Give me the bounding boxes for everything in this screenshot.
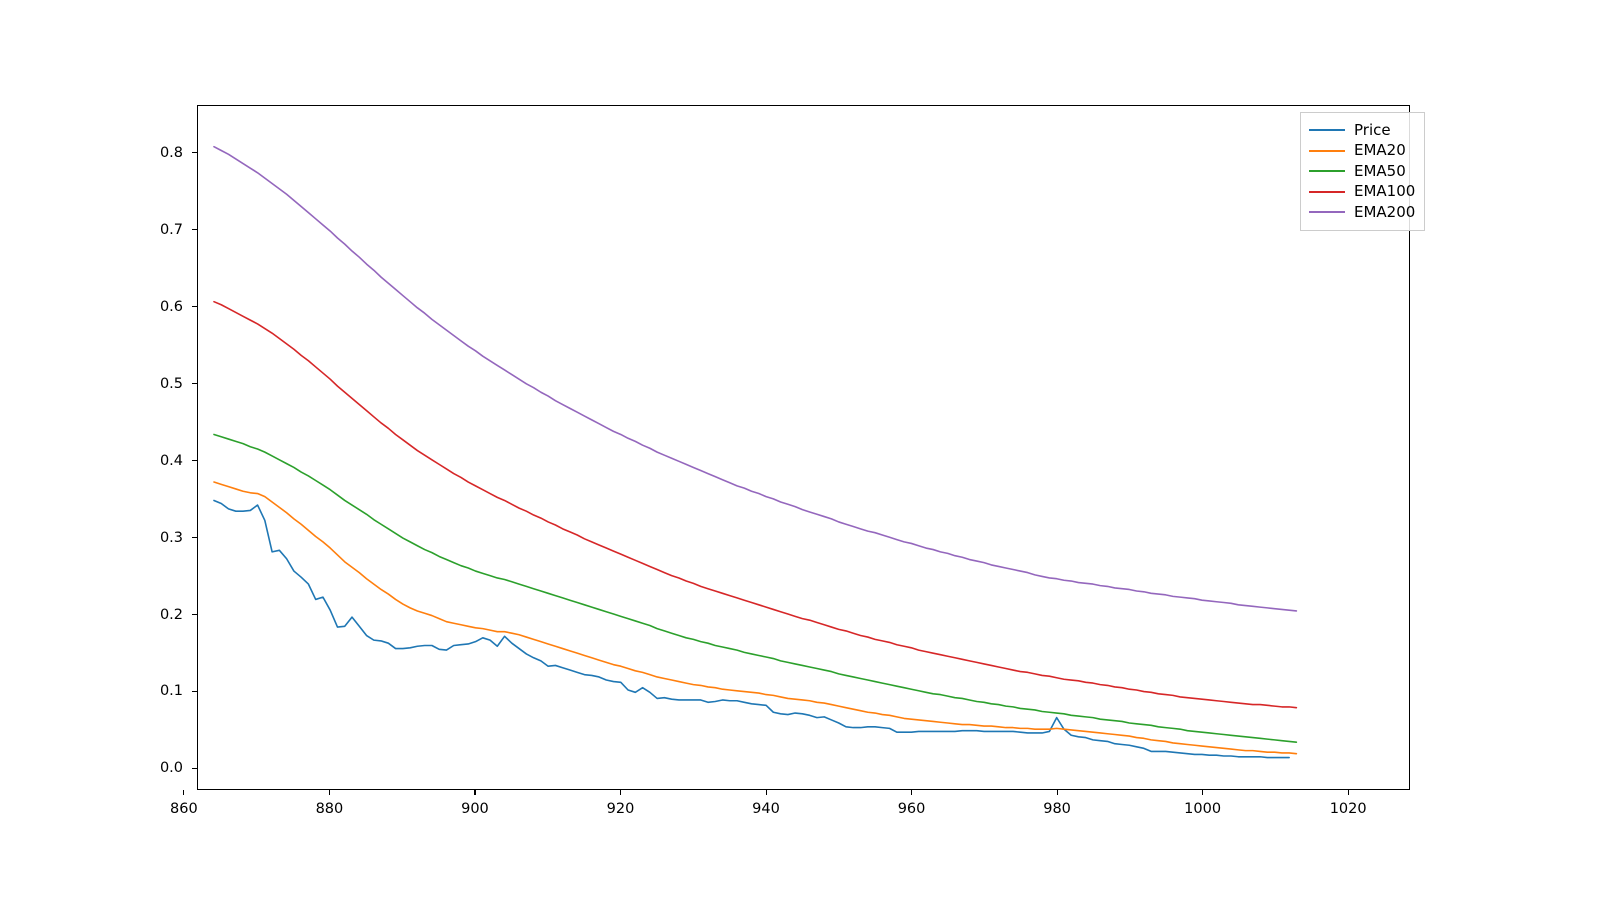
legend-label: Price [1354,120,1391,139]
y-tick-label: 0.3 [159,529,183,546]
legend-color-swatch [1309,211,1345,214]
x-tick-label: 900 [461,801,489,817]
plot-lines [198,106,1409,789]
x-tick-label: 880 [315,801,344,817]
y-tick-mark [192,152,197,154]
y-tick-mark [192,614,197,616]
x-tick-mark [1347,790,1349,795]
plot-area [197,105,1410,790]
x-tick-mark [474,790,476,795]
legend-item-ema50[interactable]: EMA50 [1309,161,1415,182]
y-tick-mark [192,383,197,385]
x-tick-label: 940 [752,801,780,817]
y-tick-label: 0.7 [159,221,183,238]
x-tick-mark [1202,790,1204,795]
y-tick-mark [192,690,197,693]
legend-color-swatch [1309,149,1345,152]
series-line-ema50 [214,434,1296,742]
x-tick-mark [183,790,185,795]
series-line-ema200 [214,147,1296,611]
x-tick-mark [619,790,622,795]
legend-item-ema200[interactable]: EMA200 [1309,202,1415,223]
y-tick-label: 0.2 [159,606,183,623]
legend-label: EMA100 [1354,182,1416,201]
y-tick-label: 0.1 [159,683,183,700]
y-tick-mark [192,306,197,308]
y-tick-mark [192,229,197,231]
y-tick-label: 0.5 [159,375,183,392]
series-line-ema100 [214,302,1296,708]
y-tick-mark [192,460,197,462]
y-tick-label: 0.0 [159,760,183,777]
x-tick-mark [328,790,331,795]
series-line-ema20 [214,482,1296,754]
x-tick-mark [765,790,767,795]
x-tick-label: 960 [897,801,926,817]
legend-label: EMA200 [1354,202,1416,221]
x-tick-mark [1056,790,1058,795]
legend-color-swatch [1309,170,1345,173]
y-tick-label: 0.8 [159,144,183,161]
x-tick-mark [911,790,913,795]
y-tick-label: 0.6 [159,298,183,315]
x-tick-label: 920 [606,801,635,817]
legend-item-ema20[interactable]: EMA20 [1309,141,1415,162]
legend-label: EMA20 [1354,141,1406,160]
x-tick-label: 1020 [1329,801,1367,817]
y-tick-mark [192,537,197,539]
x-tick-label: 860 [170,801,198,817]
y-tick-mark [192,767,197,770]
x-tick-label: 980 [1043,801,1071,817]
legend-color-swatch [1309,190,1345,193]
legend-label: EMA50 [1354,161,1406,180]
legend-item-price[interactable]: Price [1309,120,1415,141]
y-tick-label: 0.4 [159,452,183,469]
legend-color-swatch [1309,129,1345,132]
legend-item-ema100[interactable]: EMA100 [1309,182,1415,203]
series-line-price [214,500,1289,757]
x-tick-label: 1000 [1184,801,1222,817]
chart-legend[interactable]: Price EMA20 EMA50 EMA100 EMA200 [1300,112,1426,231]
